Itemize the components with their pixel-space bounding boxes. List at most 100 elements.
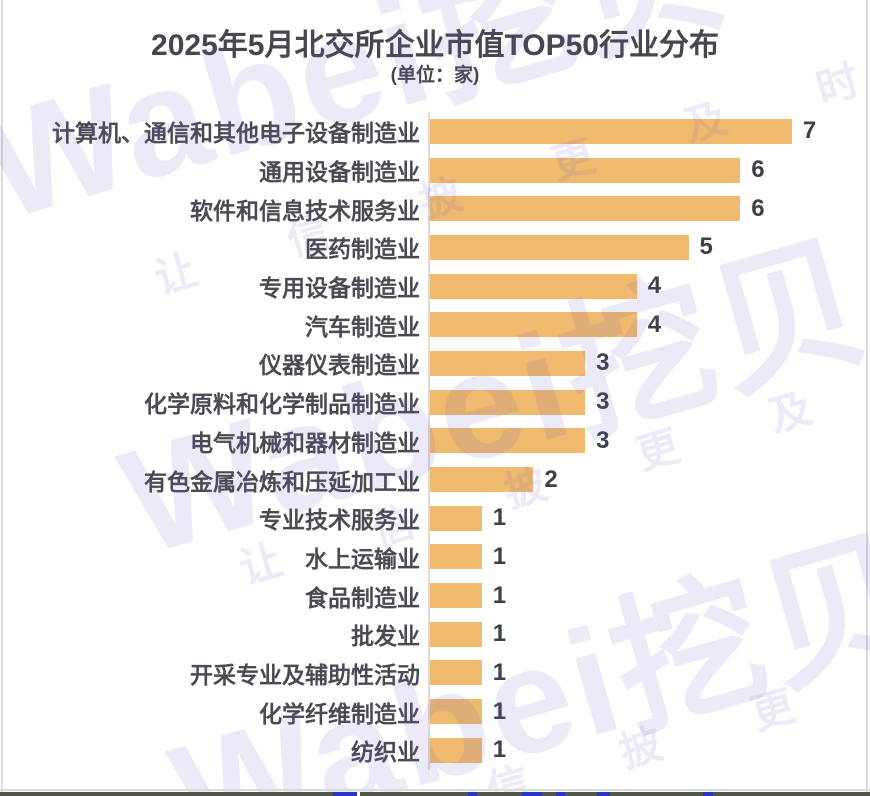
value-label: 1 xyxy=(492,736,507,764)
bar-row: 化学原料和化学制品制造业 3 xyxy=(0,382,868,422)
bar xyxy=(430,196,741,222)
category-label: 软件和信息技术服务业 xyxy=(190,197,420,224)
footer-blue-dash xyxy=(703,792,713,796)
value-label: 1 xyxy=(492,697,507,725)
value-label: 1 xyxy=(492,504,507,532)
cropped-footer-separator xyxy=(0,789,870,791)
bar xyxy=(430,737,482,763)
chart-title: 2025年5月北交所企业市值TOP50行业分布 xyxy=(151,29,719,62)
bar xyxy=(430,505,482,531)
left-border xyxy=(1,0,3,792)
footer-blue-dash xyxy=(522,792,542,796)
category-label: 食品制造业 xyxy=(305,584,420,611)
category-label: 专用设备制造业 xyxy=(259,275,420,302)
category-label: 通用设备制造业 xyxy=(259,159,420,186)
bar-row: 通用设备制造业 6 xyxy=(0,150,868,190)
bar-track: 1 xyxy=(428,731,868,770)
bar xyxy=(430,350,586,376)
value-label: 4 xyxy=(647,272,662,300)
bar-row: 仪器仪表制造业 3 xyxy=(0,344,868,383)
value-label: 7 xyxy=(802,117,817,145)
bar xyxy=(430,312,637,338)
footer-blue-dash xyxy=(333,792,357,796)
category-label: 水上运输业 xyxy=(305,545,420,572)
bar-row: 水上运输业 1 xyxy=(0,537,868,577)
bar-track: 3 xyxy=(428,382,868,422)
category-label: 化学原料和化学制品制造业 xyxy=(144,391,420,418)
bar-row: 计算机、通信和其他电子设备制造业 7 xyxy=(0,112,868,151)
bar-row: 医药制造业 5 xyxy=(0,228,868,267)
bar-track: 5 xyxy=(428,228,868,267)
bar-track: 1 xyxy=(428,692,868,731)
category-label: 化学纤维制造业 xyxy=(259,700,420,727)
value-label: 4 xyxy=(647,310,662,338)
footer-gap xyxy=(357,792,360,796)
category-label: 仪器仪表制造业 xyxy=(259,352,420,379)
chart-unit-label: (单位：家) xyxy=(390,65,480,86)
category-label: 有色金属冶炼和压延加工业 xyxy=(144,468,420,495)
category-label: 开采专业及辅助性活动 xyxy=(190,661,420,688)
value-label: 6 xyxy=(751,156,765,184)
bar xyxy=(430,234,689,260)
value-label: 1 xyxy=(492,542,507,570)
bar xyxy=(430,118,792,144)
bar xyxy=(430,273,637,299)
value-label: 2 xyxy=(544,465,558,493)
bar-row: 电气机械和器材制造业 3 xyxy=(0,421,868,461)
footer-blue-dash xyxy=(556,792,565,796)
bar-row: 软件和信息技术服务业 6 xyxy=(0,189,868,229)
bar-row: 专用设备制造业 4 xyxy=(0,266,868,306)
footer-blue-dash xyxy=(597,792,610,796)
bar-row: 专业技术服务业 1 xyxy=(0,498,868,538)
bar-track: 1 xyxy=(428,653,868,693)
right-border xyxy=(866,0,868,792)
category-label: 专业技术服务业 xyxy=(259,507,420,534)
value-label: 3 xyxy=(596,388,610,416)
bar-chart: 计算机、通信和其他电子设备制造业 7 通用设备制造业 6 软件和信息技术服务业 6 医药制造… xyxy=(0,112,868,770)
value-label: 1 xyxy=(492,658,507,686)
bar xyxy=(430,699,482,725)
bar-track: 6 xyxy=(428,150,868,190)
value-label: 1 xyxy=(492,581,507,609)
value-label: 1 xyxy=(492,620,507,648)
bar xyxy=(430,660,482,686)
category-label: 批发业 xyxy=(351,623,420,650)
value-label: 3 xyxy=(596,426,610,454)
bar xyxy=(430,544,482,570)
bar-track: 6 xyxy=(428,189,868,229)
bar-row: 食品制造业 1 xyxy=(0,576,868,615)
bar-row: 批发业 1 xyxy=(0,614,868,654)
bar-row: 纺织业 1 xyxy=(0,731,868,770)
bar xyxy=(430,389,586,415)
category-label: 纺织业 xyxy=(351,739,420,766)
bar-track: 1 xyxy=(428,498,868,538)
bar-row: 有色金属冶炼和压延加工业 2 xyxy=(0,460,868,499)
bar-row: 化学纤维制造业 1 xyxy=(0,692,868,731)
category-label: 电气机械和器材制造业 xyxy=(190,429,420,456)
bar xyxy=(430,467,534,493)
category-label: 计算机、通信和其他电子设备制造业 xyxy=(52,120,420,147)
bar-track: 3 xyxy=(428,421,868,461)
bar-track: 1 xyxy=(428,614,868,654)
bar-track: 1 xyxy=(428,537,868,577)
value-label: 3 xyxy=(596,349,610,377)
bar-track: 3 xyxy=(428,344,868,383)
bar xyxy=(430,428,586,454)
bar xyxy=(430,157,741,183)
bar xyxy=(430,583,482,609)
bar-track: 4 xyxy=(428,305,868,345)
footer-blue-dash xyxy=(468,792,477,796)
bar-row: 汽车制造业 4 xyxy=(0,305,868,345)
category-label: 汽车制造业 xyxy=(305,313,420,340)
bar-track: 2 xyxy=(428,460,868,499)
bar xyxy=(430,621,482,647)
value-label: 6 xyxy=(751,194,765,222)
bar-track: 7 xyxy=(428,112,868,151)
value-label: 5 xyxy=(699,233,713,261)
bar-row: 开采专业及辅助性活动 1 xyxy=(0,653,868,693)
bar-track: 4 xyxy=(428,266,868,306)
category-label: 医药制造业 xyxy=(305,236,420,263)
cropped-footer-strip xyxy=(0,792,870,796)
bar-track: 1 xyxy=(428,576,868,615)
